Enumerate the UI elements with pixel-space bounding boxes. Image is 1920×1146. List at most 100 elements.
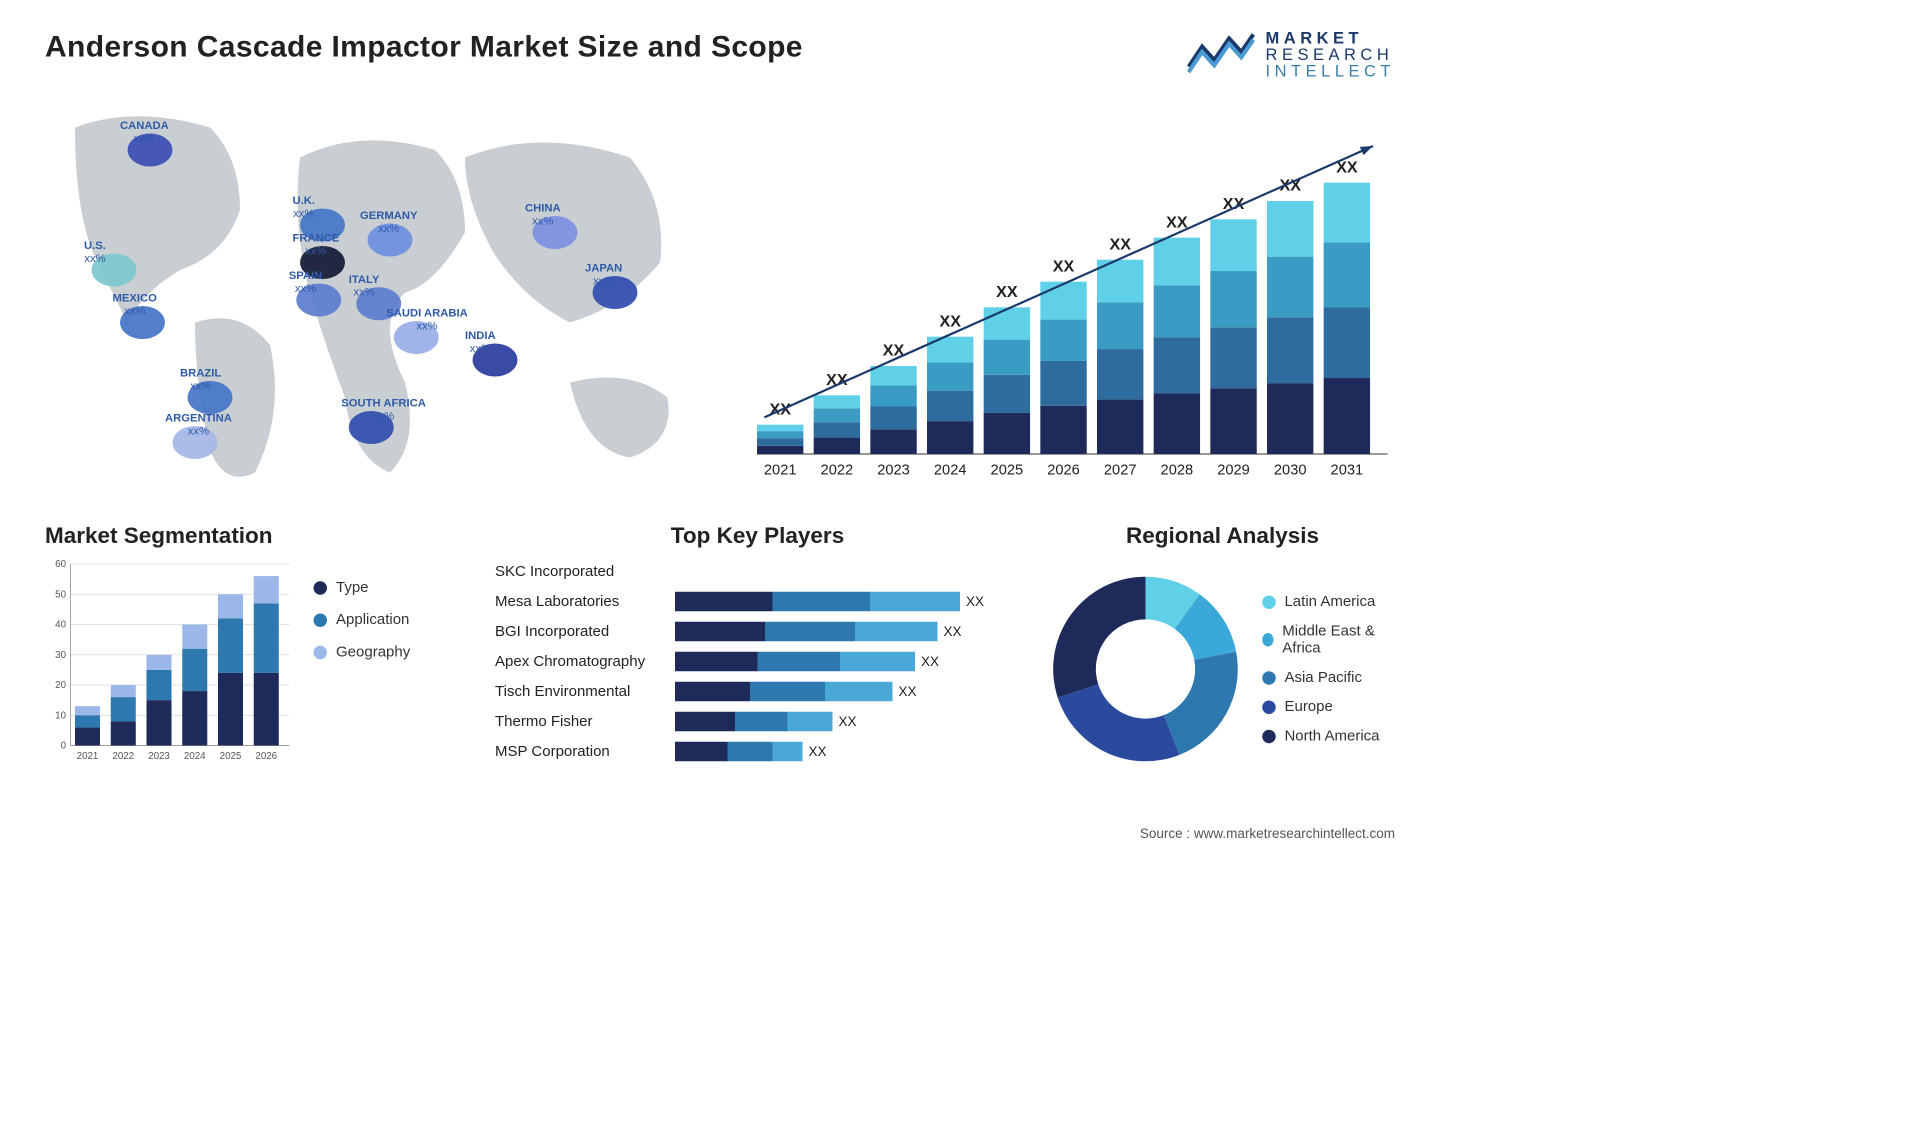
source-text: Source : www.marketresearchintellect.com <box>1140 826 1395 842</box>
legend-item: Middle East & Africa <box>1262 623 1395 658</box>
legend-dot-icon <box>314 613 328 627</box>
player-label: SKC Incorporated <box>495 557 675 587</box>
svg-text:0: 0 <box>61 741 67 752</box>
player-bar-row: XX <box>675 587 1020 617</box>
player-value: XX <box>921 654 939 670</box>
country-label: GERMANYxx% <box>360 210 418 235</box>
svg-text:2022: 2022 <box>112 751 134 762</box>
svg-text:2025: 2025 <box>991 463 1024 479</box>
player-value: XX <box>839 714 857 730</box>
player-value: XX <box>966 594 984 610</box>
players-labels: SKC IncorporatedMesa LaboratoriesBGI Inc… <box>495 557 675 767</box>
segmentation-panel: Market Segmentation 01020304050602021202… <box>45 524 465 782</box>
country-label: FRANCExx% <box>293 233 340 258</box>
player-value: XX <box>899 684 917 700</box>
svg-text:30: 30 <box>55 650 66 661</box>
svg-text:XX: XX <box>1109 235 1131 253</box>
segmentation-legend: Type Application Geography <box>314 557 411 767</box>
svg-text:XX: XX <box>826 371 848 389</box>
legend-item: Latin America <box>1262 593 1395 610</box>
players-title: Top Key Players <box>495 524 1020 550</box>
country-label: U.K.xx% <box>293 195 316 220</box>
player-label: MSP Corporation <box>495 737 675 767</box>
regional-donut <box>1050 557 1241 782</box>
country-label: SAUDI ARABIAxx% <box>386 308 467 333</box>
country-label: CHINAxx% <box>525 203 561 228</box>
legend-label: Geography <box>336 644 410 661</box>
regional-panel: Regional Analysis Latin AmericaMiddle Ea… <box>1050 524 1395 782</box>
country-label: MEXICOxx% <box>113 293 157 318</box>
legend-label: North America <box>1284 728 1379 745</box>
legend-item: Europe <box>1262 698 1395 715</box>
legend-item: Geography <box>314 644 411 661</box>
player-bar-row: XX <box>675 647 1020 677</box>
player-bar <box>675 622 938 642</box>
country-label: BRAZILxx% <box>180 368 221 393</box>
svg-text:2024: 2024 <box>934 463 967 479</box>
legend-dot-icon <box>1262 671 1276 685</box>
svg-text:50: 50 <box>55 589 66 600</box>
legend-label: Latin America <box>1284 593 1375 610</box>
world-map: CANADAxx% U.S.xx% MEXICOxx% BRAZILxx% ARGENT… <box>45 98 690 503</box>
legend-dot-icon <box>1262 595 1276 609</box>
svg-text:60: 60 <box>55 559 66 570</box>
legend-label: Asia Pacific <box>1284 669 1362 686</box>
growth-chart: XX2021XX2022XX2023XX2024XX2025XX2026XX20… <box>735 98 1395 503</box>
svg-text:XX: XX <box>939 312 961 330</box>
country-label: JAPANxx% <box>585 263 622 288</box>
svg-text:2029: 2029 <box>1217 463 1250 479</box>
player-label: BGI Incorporated <box>495 617 675 647</box>
country-label: SPAINxx% <box>289 270 323 295</box>
legend-dot-icon <box>1262 633 1273 647</box>
svg-text:XX: XX <box>996 283 1018 301</box>
country-label: ITALYxx% <box>349 274 380 299</box>
player-bar-row: XX <box>675 617 1020 647</box>
segmentation-chart: 0102030405060202120222023202420252026 <box>45 557 293 767</box>
svg-text:2026: 2026 <box>255 751 277 762</box>
legend-dot-icon <box>1262 700 1276 714</box>
page-title: Anderson Cascade Impactor Market Size an… <box>45 30 803 64</box>
svg-text:2021: 2021 <box>764 463 797 479</box>
player-label: Apex Chromatography <box>495 647 675 677</box>
legend-dot-icon <box>314 645 328 659</box>
legend-label: Application <box>336 611 409 628</box>
brand-logo: MARKET RESEARCH INTELLECT <box>1188 30 1395 80</box>
svg-text:XX: XX <box>1053 257 1075 275</box>
svg-text:2023: 2023 <box>148 751 170 762</box>
svg-text:2024: 2024 <box>184 751 206 762</box>
player-bar-row: XX <box>675 707 1020 737</box>
svg-text:2030: 2030 <box>1274 463 1307 479</box>
legend-item: Asia Pacific <box>1262 669 1395 686</box>
svg-text:2023: 2023 <box>877 463 910 479</box>
player-label: Thermo Fisher <box>495 707 675 737</box>
legend-label: Type <box>336 579 369 596</box>
svg-text:2021: 2021 <box>77 751 99 762</box>
svg-text:2028: 2028 <box>1161 463 1194 479</box>
logo-text-3: INTELLECT <box>1266 63 1395 80</box>
player-bar-row <box>675 557 1020 587</box>
logo-mark-icon <box>1188 30 1256 79</box>
player-bar <box>675 592 960 612</box>
svg-text:2022: 2022 <box>821 463 854 479</box>
svg-text:10: 10 <box>55 710 66 721</box>
legend-dot-icon <box>314 581 328 595</box>
player-label: Mesa Laboratories <box>495 587 675 617</box>
country-label: ARGENTINAxx% <box>165 413 232 438</box>
svg-text:2026: 2026 <box>1047 463 1080 479</box>
country-label: INDIAxx% <box>465 330 496 355</box>
svg-text:2031: 2031 <box>1331 463 1364 479</box>
legend-label: Middle East & Africa <box>1282 623 1395 658</box>
player-bar <box>675 652 915 672</box>
player-value: XX <box>809 744 827 760</box>
player-value: XX <box>944 624 962 640</box>
svg-text:2027: 2027 <box>1104 463 1137 479</box>
legend-dot-icon <box>1262 729 1276 743</box>
regional-legend: Latin America Middle East & Africa Asia Pa… <box>1262 593 1395 745</box>
country-label: SOUTH AFRICAxx% <box>341 398 426 423</box>
country-label: CANADAxx% <box>120 120 169 145</box>
player-bar-row: XX <box>675 737 1020 767</box>
country-label: U.S.xx% <box>84 240 106 265</box>
legend-item: North America <box>1262 728 1395 745</box>
player-bar-row: XX <box>675 677 1020 707</box>
players-panel: Top Key Players SKC IncorporatedMesa Lab… <box>495 524 1020 782</box>
